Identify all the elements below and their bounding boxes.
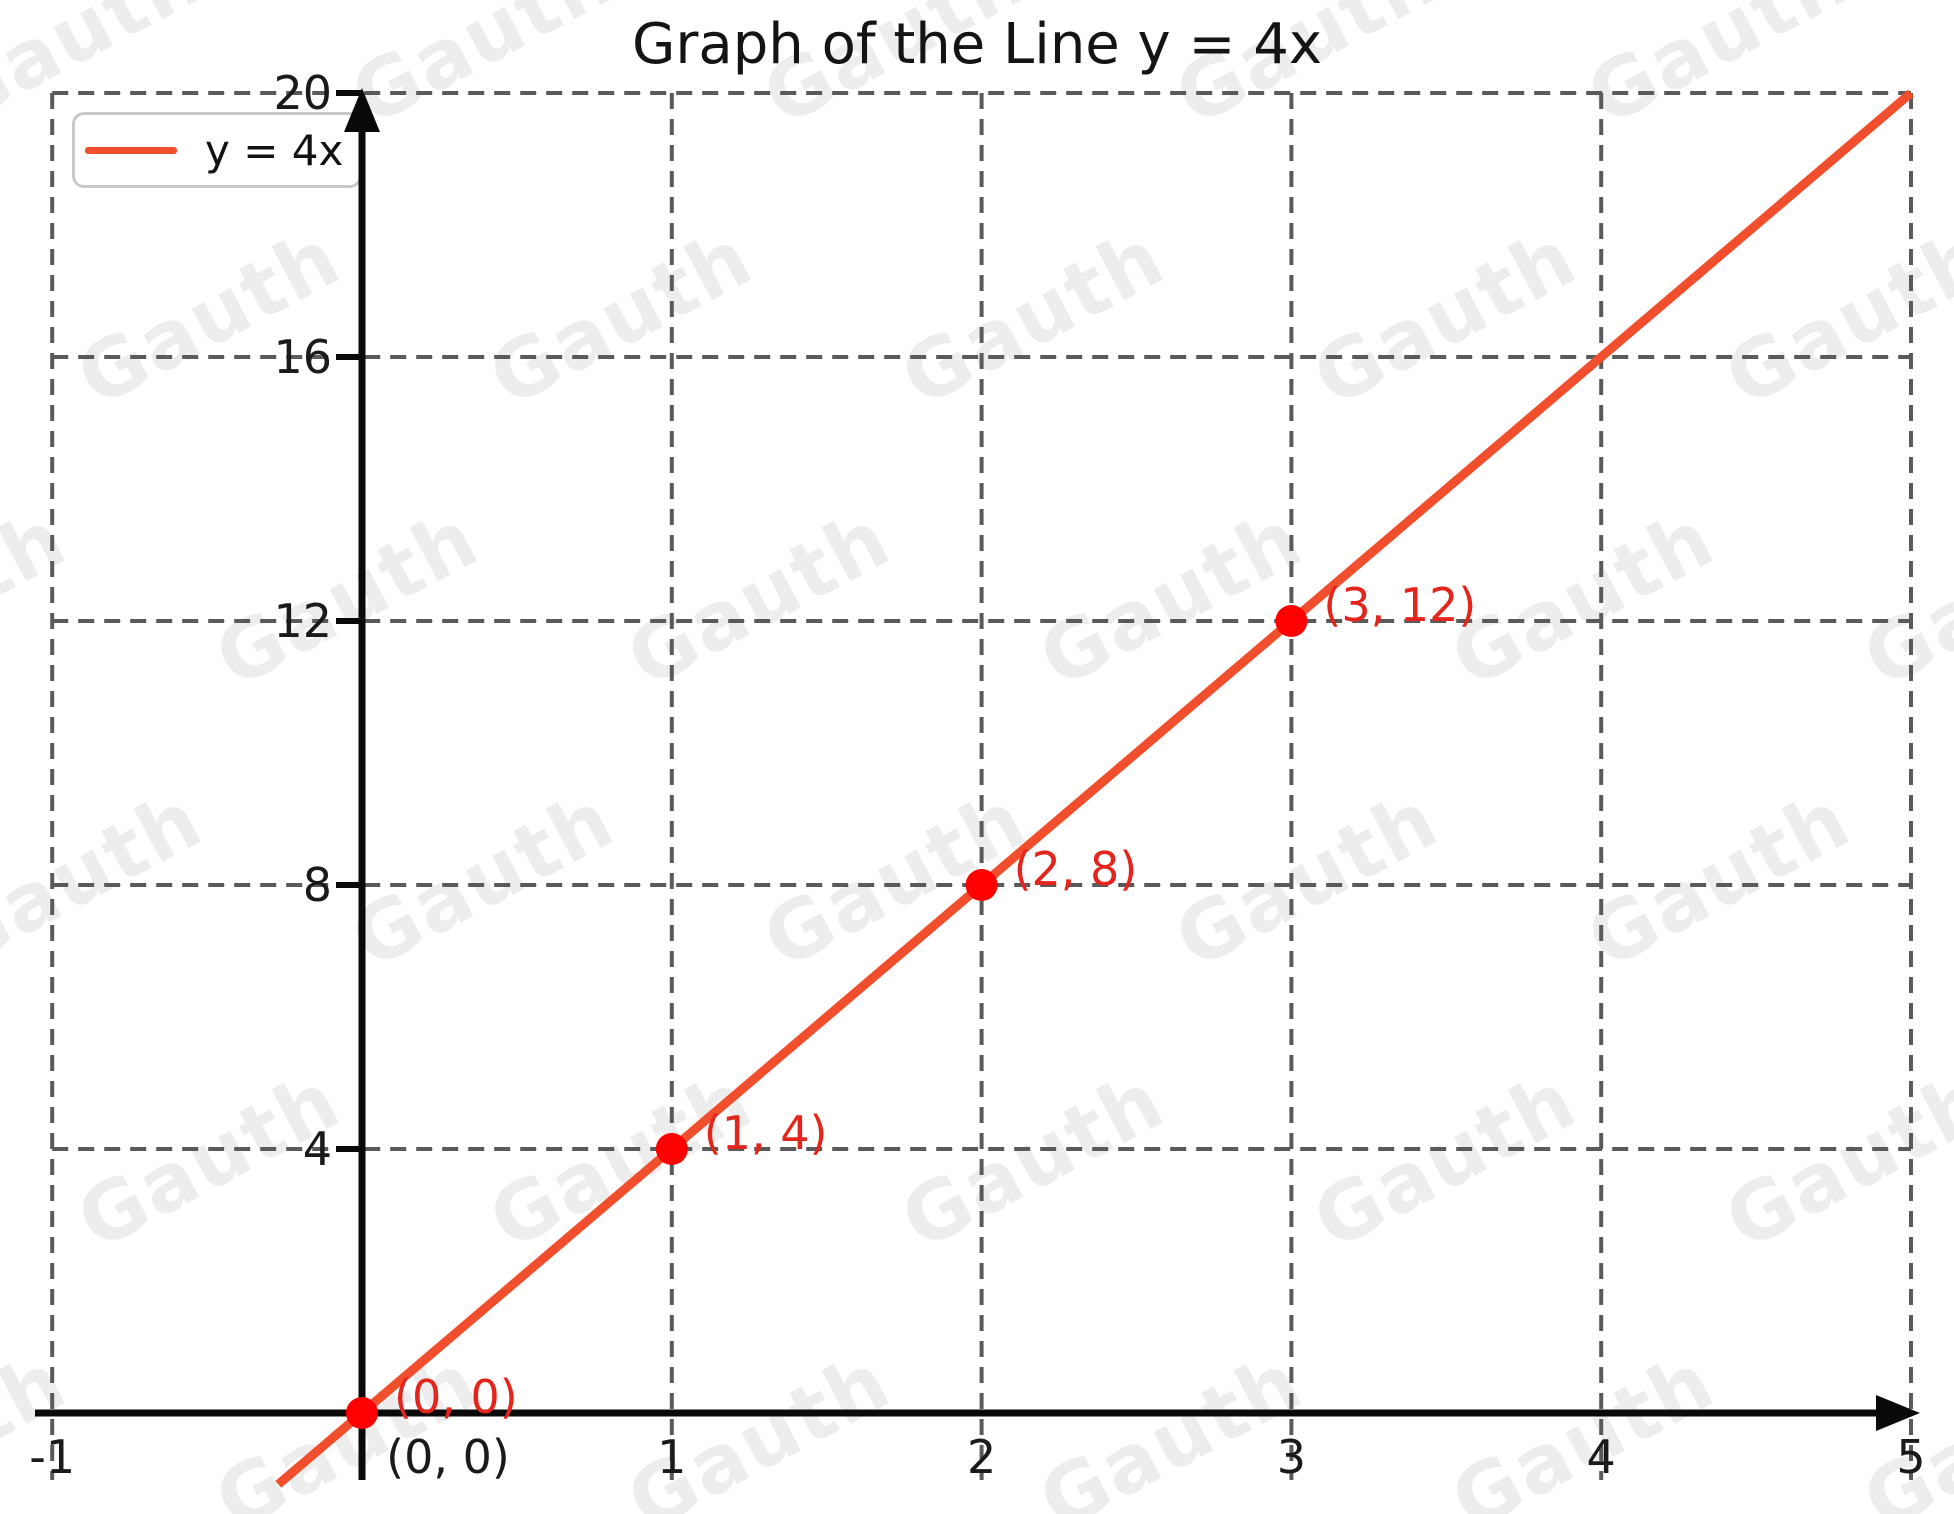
watermark-text: Gauth [474,210,768,425]
watermark-text: Gauth [1160,772,1454,987]
watermark-text: Gauth [612,1334,906,1514]
watermark-text: Gauth [612,491,906,706]
watermark-text: Gauth [200,1334,494,1514]
watermark-text: Gauth [1436,491,1730,706]
watermark-text: Gauth [0,491,82,706]
watermark-text: Gauth [1710,210,1954,425]
watermark-text: Gauth [1848,491,1954,706]
watermark-text: Gauth [200,491,494,706]
watermark-text: Gauth [1298,210,1592,425]
watermark-text: Gauth [474,1053,768,1268]
watermark-text: Gauth [1298,1053,1592,1268]
watermark-text: Gauth [748,772,1042,987]
watermark-text: Gauth [1572,772,1866,987]
watermark-text: Gauth [1436,1334,1730,1514]
watermark-text: Gauth [886,1053,1180,1268]
watermark-text: Gauth [0,772,218,987]
watermark-text: Gauth [0,1334,82,1514]
legend-label: y = 4x [205,125,344,175]
chart-title: Graph of the Line y = 4x [632,12,1322,77]
watermark-text: Gauth [1024,1334,1318,1514]
watermark-text: Gauth [336,772,630,987]
watermark-text: Gauth [62,210,356,425]
legend-line-swatch [85,146,177,154]
watermark-text: Gauth [1024,491,1318,706]
watermark-text: Gauth [886,210,1180,425]
legend: y = 4x [72,112,362,188]
watermark-text: Gauth [1710,1053,1954,1268]
watermark-text: Gauth [62,1053,356,1268]
watermark-text: Gauth [1848,1334,1954,1514]
